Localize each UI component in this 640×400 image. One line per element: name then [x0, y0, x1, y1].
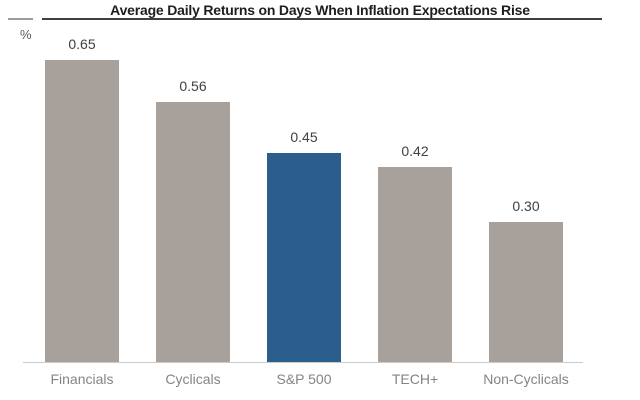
left-dash [8, 18, 33, 20]
bar-s-p-500 [267, 153, 341, 362]
bar-tech [378, 167, 452, 362]
x-axis-label: Non-Cyclicals [483, 371, 569, 387]
x-axis-label: Financials [50, 371, 114, 387]
bar-value-label: 0.65 [68, 36, 96, 52]
chart-title: Average Daily Returns on Days When Infla… [110, 2, 530, 18]
x-axis-line [23, 362, 583, 363]
x-axis-label: S&P 500 [276, 371, 332, 387]
bar-financials [45, 60, 119, 362]
x-axis-label: TECH+ [391, 371, 439, 387]
bar-value-label: 0.56 [179, 78, 207, 94]
bar-value-label: 0.30 [512, 198, 540, 214]
y-axis-unit-label: % [20, 27, 32, 42]
bar-value-label: 0.42 [401, 143, 429, 159]
bar-non-cyclicals [489, 222, 563, 362]
bar-value-label: 0.45 [290, 129, 318, 145]
x-axis-label: Cyclicals [165, 371, 221, 387]
bar-cyclicals [156, 102, 230, 362]
title-underline [42, 18, 602, 20]
